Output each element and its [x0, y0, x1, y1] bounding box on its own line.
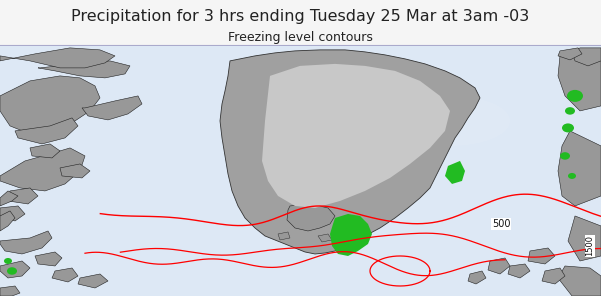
Text: Precipitation for 3 hrs ending Tuesday 25 Mar at 3am -03: Precipitation for 3 hrs ending Tuesday 2…: [72, 9, 529, 24]
Ellipse shape: [568, 173, 576, 179]
Polygon shape: [15, 118, 78, 144]
Polygon shape: [542, 268, 565, 284]
Polygon shape: [488, 258, 510, 274]
Ellipse shape: [565, 107, 575, 115]
Polygon shape: [78, 274, 108, 288]
Ellipse shape: [7, 267, 17, 275]
Polygon shape: [558, 266, 601, 296]
Polygon shape: [0, 148, 85, 191]
Polygon shape: [52, 268, 78, 282]
Polygon shape: [568, 216, 601, 261]
Polygon shape: [60, 164, 90, 178]
Polygon shape: [220, 50, 480, 254]
Polygon shape: [558, 131, 601, 206]
Text: Freezing level contours: Freezing level contours: [228, 31, 373, 44]
Text: 500: 500: [492, 219, 510, 229]
Polygon shape: [0, 191, 18, 206]
Ellipse shape: [4, 258, 12, 264]
Ellipse shape: [560, 152, 570, 160]
Ellipse shape: [340, 138, 420, 174]
Polygon shape: [558, 48, 582, 60]
Polygon shape: [318, 234, 332, 242]
Ellipse shape: [567, 90, 583, 102]
Text: 1500: 1500: [585, 236, 594, 256]
Polygon shape: [528, 248, 555, 264]
Polygon shape: [468, 271, 486, 284]
Polygon shape: [508, 264, 530, 278]
Polygon shape: [8, 188, 38, 204]
Polygon shape: [82, 96, 142, 120]
Polygon shape: [0, 286, 20, 296]
Polygon shape: [445, 161, 465, 184]
Polygon shape: [287, 204, 335, 231]
Polygon shape: [0, 76, 100, 134]
Polygon shape: [0, 206, 25, 221]
Polygon shape: [558, 56, 601, 111]
Ellipse shape: [285, 212, 335, 236]
Polygon shape: [330, 214, 372, 256]
Polygon shape: [30, 144, 60, 158]
Polygon shape: [262, 64, 450, 208]
Polygon shape: [0, 261, 30, 278]
Ellipse shape: [562, 123, 574, 132]
Polygon shape: [0, 231, 52, 254]
Polygon shape: [35, 252, 62, 266]
Polygon shape: [38, 61, 130, 78]
Polygon shape: [0, 211, 15, 231]
Ellipse shape: [390, 96, 510, 146]
Polygon shape: [572, 48, 601, 66]
Polygon shape: [278, 232, 290, 240]
Polygon shape: [0, 48, 115, 68]
